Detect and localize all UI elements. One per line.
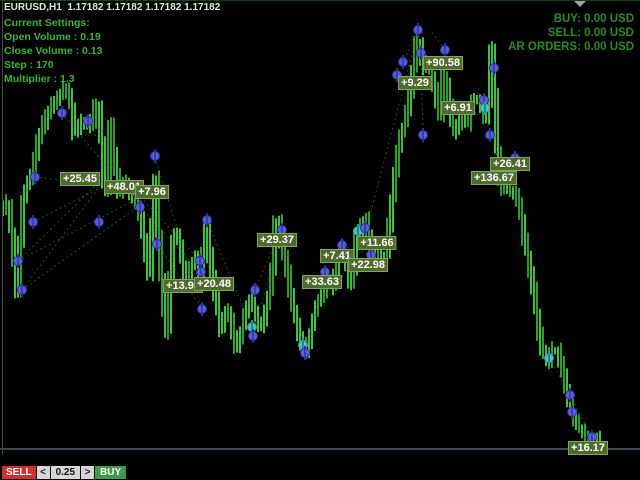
profit-label: +22.98 [348,258,388,272]
trade-marker [300,346,310,360]
account-status-panel: BUY: 0.00 USD SELL: 0.00 USD AR ORDERS: … [508,12,634,54]
profit-label: +7.96 [135,185,169,199]
profit-label: +33.63 [302,275,342,289]
trade-marker [418,128,428,142]
trade-marker [489,61,499,75]
connector-line [420,52,424,134]
trade-marker [480,101,490,115]
sell-button[interactable]: SELL [2,466,36,479]
connector-line [154,156,203,310]
ar-orders-line: AR ORDERS: 0.00 USD [508,41,634,53]
trade-marker [360,221,370,235]
trade-marker [250,283,260,297]
connector-line [206,220,253,328]
connector-line [136,192,201,262]
profit-label: +25.45 [60,172,100,186]
increase-volume-button[interactable]: > [81,466,95,479]
settings-close-volume: Close Volume : 0.13 [4,45,103,57]
connector-line [156,243,203,309]
connector-line [17,191,151,262]
trade-marker [567,405,577,419]
trade-marker [196,265,206,279]
profit-label: +9.29 [398,76,432,90]
profit-label: +20.48 [194,277,234,291]
profit-label: +11.66 [357,236,397,250]
trade-marker [17,283,27,297]
trade-marker [587,430,597,444]
profit-label: +29.37 [257,233,297,247]
buy-profit-line: BUY: 0.00 USD [553,13,634,25]
settings-open-volume: Open Volume : 0.19 [4,31,101,43]
volume-field[interactable]: 0.25 [50,466,81,479]
connector-line [17,182,99,262]
trade-marker [13,254,23,268]
connector-line [21,185,101,291]
trade-marker [565,388,575,402]
trade-marker [83,114,93,128]
trade-marker [248,329,258,343]
profit-label: +90.58 [423,56,463,70]
profit-label: +6.91 [441,101,475,115]
trade-marker [135,200,145,214]
trade-marker [57,106,67,120]
chart-top-border [0,0,640,1]
profit-label: +48.01 [104,180,144,194]
trade-marker [202,213,212,227]
trade-marker [416,46,426,60]
trade-marker [398,55,408,69]
trade-marker [440,43,450,57]
settings-title: Current Settings: [4,17,90,29]
trade-marker [150,149,160,163]
trade-marker [485,128,495,142]
triangle-down-icon [574,1,586,7]
connector-line [21,204,141,291]
trade-marker [413,23,423,37]
profit-label: +136.67 [470,171,518,185]
settings-step: Step : 170 [4,59,54,71]
trade-marker [544,351,554,365]
connector-line [429,29,446,51]
decrease-volume-button[interactable]: < [36,466,50,479]
chart-left-border [2,0,3,455]
settings-multiplier: Multiplier : 1.3 [4,73,75,85]
connector-line [402,30,419,63]
trade-marker [152,237,162,251]
ea-settings-panel: Current Settings: Open Volume : 0.19 Clo… [4,16,102,86]
trade-panel: SELL < 0.25 > BUY [2,466,127,479]
connector-line [366,30,419,228]
profit-label: +16.17 [568,441,608,455]
connector-line [32,187,101,223]
trade-marker [28,215,38,229]
trade-marker [94,215,104,229]
trade-marker [30,170,40,184]
symbol-ohlc-line: EURUSD,H1 1.17182 1.17182 1.17182 1.1718… [4,2,221,13]
sell-profit-line: SELL: 0.00 USD [547,27,634,39]
profit-label: +7.41 [320,249,354,263]
profit-label: +26.41 [490,157,530,171]
candlestick-series [2,34,601,455]
trade-marker [197,302,207,316]
buy-button[interactable]: BUY [95,466,127,479]
profit-label: +13.95 [163,279,203,293]
